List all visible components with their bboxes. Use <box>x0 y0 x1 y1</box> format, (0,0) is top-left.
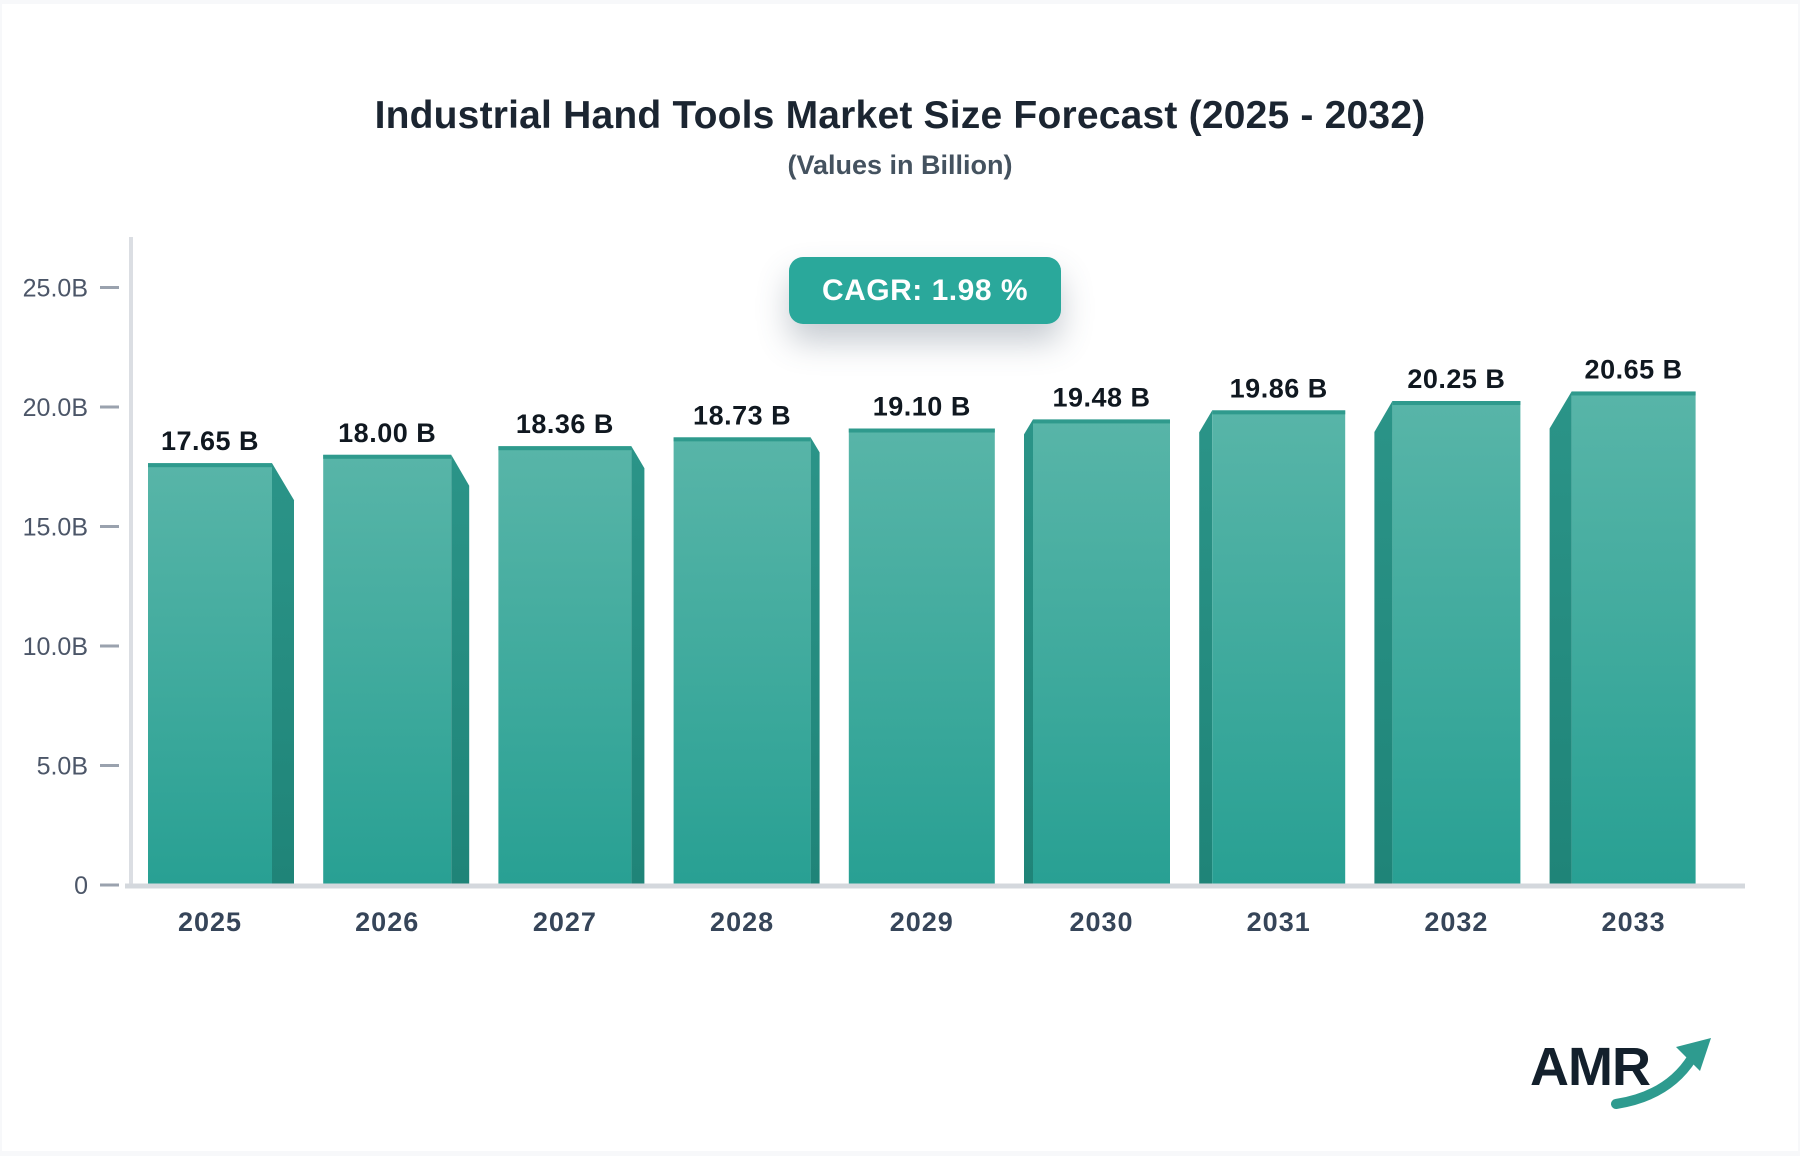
x-axis-label: 2027 <box>533 907 597 937</box>
y-axis-label: 20.0B <box>23 394 88 422</box>
y-axis-label: 0 <box>74 872 88 900</box>
x-axis-label: 2026 <box>355 907 419 937</box>
bar-side-face <box>631 446 645 884</box>
bar-value-label: 19.48 B <box>1052 382 1150 412</box>
amr-logo-text: AMR <box>1530 1037 1651 1097</box>
bar-top-edge <box>673 437 811 442</box>
x-axis-label: 2033 <box>1602 907 1666 937</box>
x-axis-label: 2032 <box>1424 907 1488 937</box>
bar-top-edge <box>1033 419 1170 424</box>
bar-side-face <box>1199 410 1213 884</box>
bar-value-label: 17.65 B <box>161 426 259 456</box>
bar-side-face <box>810 437 820 884</box>
amr-logo: AMR <box>1522 1036 1762 1116</box>
bar-value-label: 20.65 B <box>1585 354 1683 384</box>
x-axis-label: 2030 <box>1069 907 1133 937</box>
bar-top-edge <box>848 428 995 433</box>
y-axis-label: 15.0B <box>23 514 88 542</box>
x-axis-label: 2029 <box>890 907 954 937</box>
bar-value-label: 19.10 B <box>873 392 971 422</box>
bar-value-label: 18.73 B <box>693 400 791 430</box>
bar-value-label: 19.86 B <box>1230 373 1328 403</box>
cagr-badge: CAGR: 1.98 % <box>789 257 1061 324</box>
chart-subtitle: (Values in Billion) <box>787 150 1013 180</box>
bar-top-edge <box>1571 391 1696 396</box>
bar-top-edge <box>148 463 272 468</box>
bar-2028[interactable] <box>673 437 811 886</box>
x-axis-label: 2031 <box>1247 907 1311 937</box>
bar-2031[interactable] <box>1212 410 1346 886</box>
bar-top-edge <box>323 454 452 459</box>
bar-value-label: 18.36 B <box>516 409 614 439</box>
bar-value-label: 20.25 B <box>1407 364 1505 394</box>
x-axis-label: 2028 <box>710 907 774 937</box>
bar-top-edge <box>498 446 632 451</box>
bar-2026[interactable] <box>323 454 452 886</box>
bar-2029[interactable] <box>848 428 995 886</box>
bar-2030[interactable] <box>1033 419 1170 886</box>
cagr-badge-label: CAGR: 1.98 % <box>821 273 1029 307</box>
bar-value-label: 18.00 B <box>338 418 436 448</box>
y-axis-label: 5.0B <box>37 753 88 781</box>
x-axis-label: 2025 <box>178 907 242 937</box>
bar-2027[interactable] <box>498 446 632 886</box>
bar-side-face <box>451 454 470 884</box>
bar-side-face <box>272 463 294 884</box>
bar-side-face <box>1549 391 1572 884</box>
growth-arrow-icon <box>1611 1038 1711 1109</box>
bar-side-face <box>1374 401 1393 884</box>
bar-top-edge <box>1392 401 1521 406</box>
bar-2032[interactable] <box>1392 401 1521 886</box>
bar-side-face <box>1024 419 1033 884</box>
bar-2025[interactable] <box>148 463 272 886</box>
y-axis-label: 25.0B <box>23 275 88 303</box>
bar-2033[interactable] <box>1571 391 1696 886</box>
bar-top-edge <box>1212 410 1346 415</box>
chart-title: Industrial Hand Tools Market Size Foreca… <box>374 94 1426 137</box>
y-axis-label: 10.0B <box>23 633 88 661</box>
